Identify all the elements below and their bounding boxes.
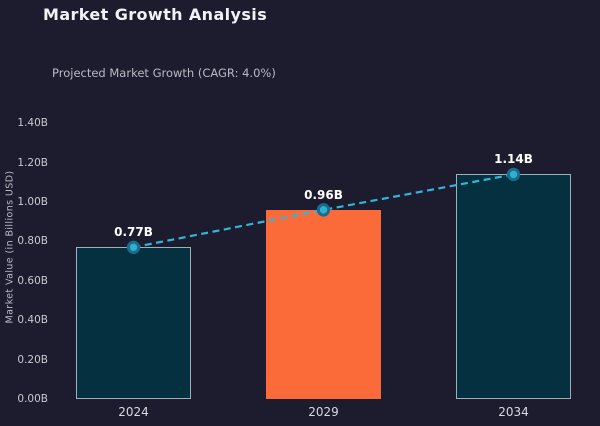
chart-subtitle: Projected Market Growth (CAGR: 4.0%) — [52, 66, 276, 80]
data-label-2029: 0.96B — [304, 187, 343, 202]
y-tick-label: 0.20B — [17, 353, 48, 366]
y-tick-label: 1.00B — [17, 196, 48, 208]
bar-2024 — [76, 247, 191, 399]
data-label-2034: 1.14B — [494, 152, 533, 167]
y-tick-label: 0.80B — [17, 235, 48, 248]
data-label-2024: 0.77B — [114, 225, 153, 240]
x-tick-label: 2034 — [498, 405, 529, 419]
y-tick-label: 0.60B — [17, 274, 48, 287]
y-tick-label: 1.20B — [17, 156, 48, 169]
x-tick-label: 2029 — [308, 405, 339, 419]
y-tick-label: 0.40B — [17, 314, 48, 327]
bar-2034 — [456, 174, 571, 399]
y-tick-label: 1.40B — [17, 117, 48, 130]
y-tick-label: 0.00B — [17, 393, 48, 405]
x-tick-label: 2024 — [118, 405, 149, 419]
bar-2029 — [266, 209, 381, 399]
chart-title: Market Growth Analysis — [43, 5, 268, 24]
